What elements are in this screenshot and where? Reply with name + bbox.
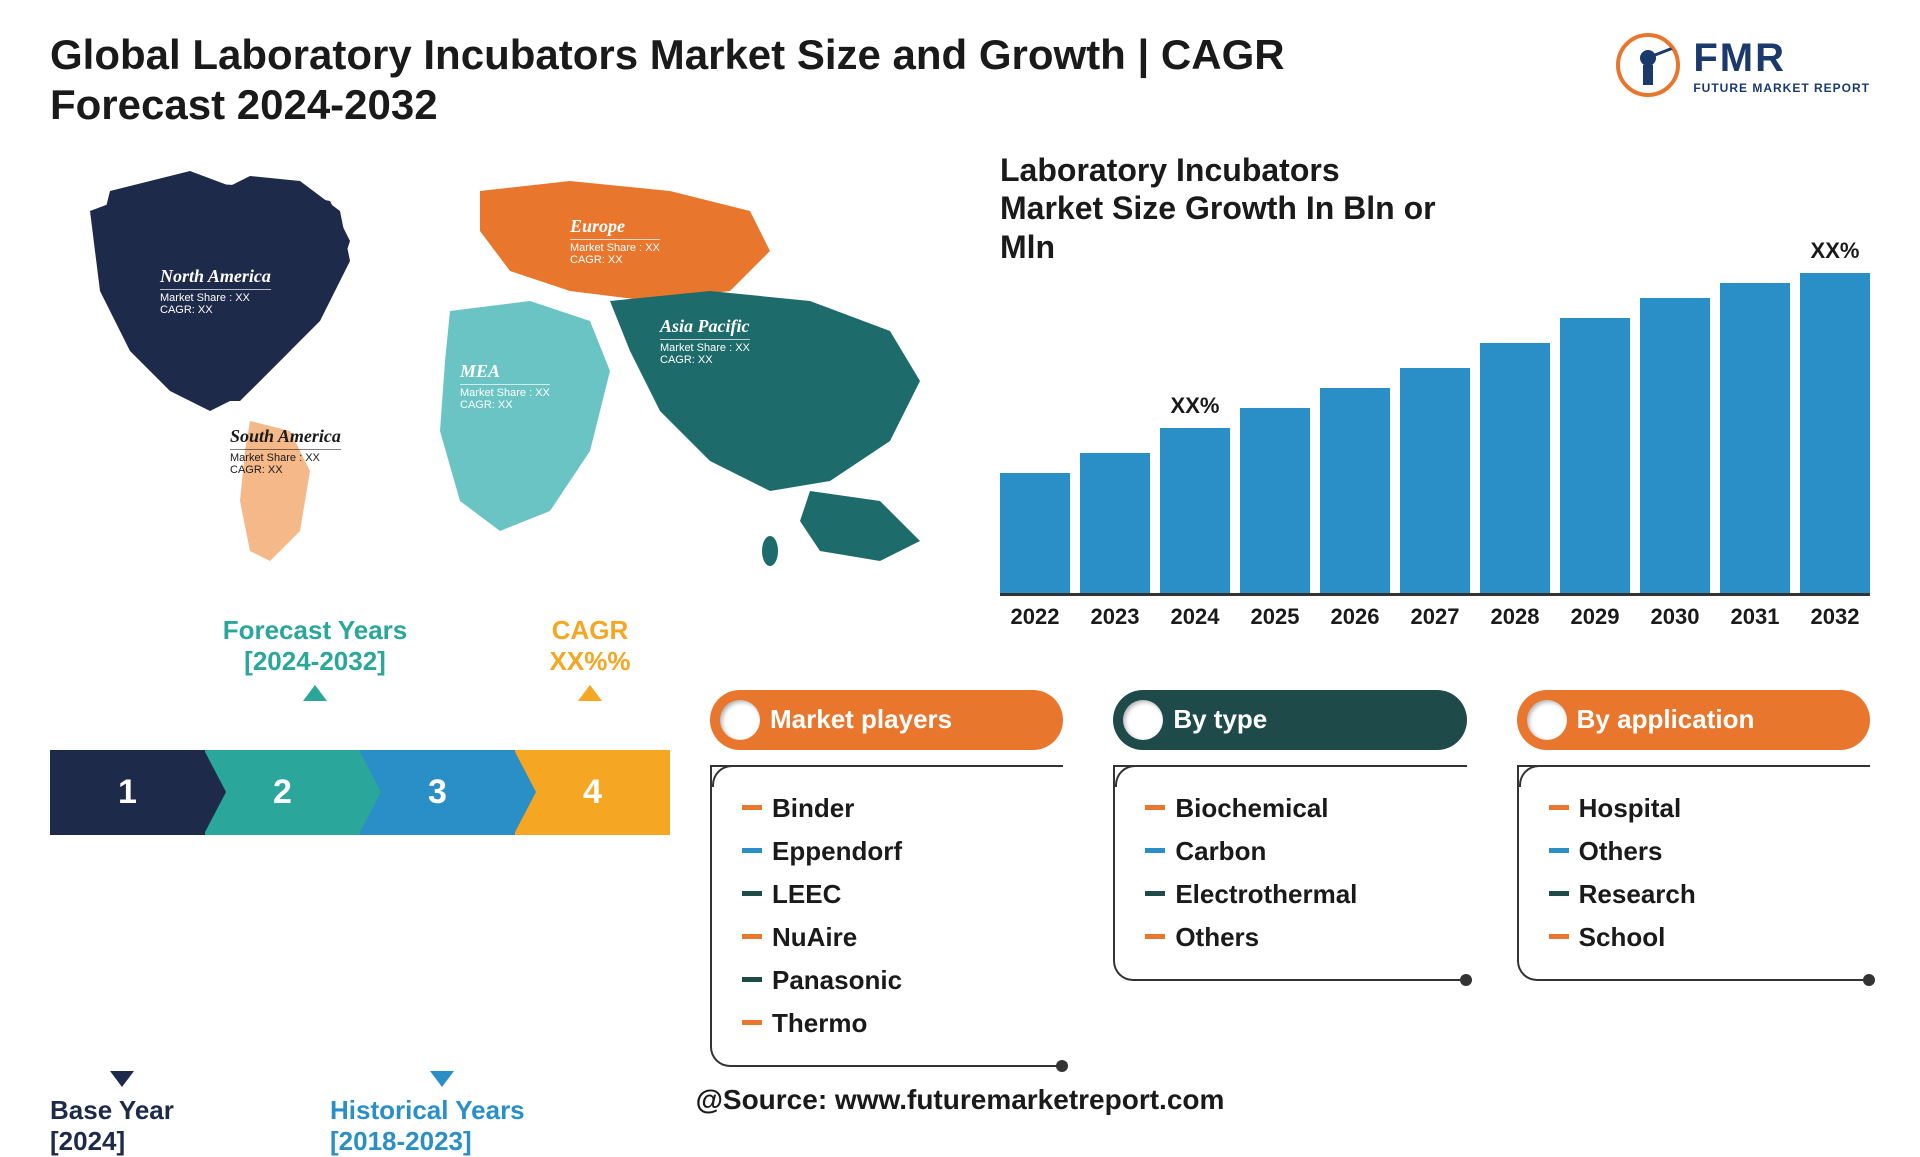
x-label: 2023	[1080, 596, 1150, 630]
tl-label-hist: Historical Years [2018-2023]	[330, 1071, 560, 1157]
map-label-mea: MEA Market Share : XXCAGR: XX	[460, 361, 550, 411]
list-item: Carbon	[1145, 830, 1456, 873]
list-item: Others	[1549, 830, 1860, 873]
map-label-eu: Europe Market Share : XXCAGR: XX	[570, 216, 660, 266]
x-label: 2024	[1160, 596, 1230, 630]
bar-annotation: XX%	[1171, 393, 1220, 419]
x-label: 2029	[1560, 596, 1630, 630]
map-label-sa: South America Market Share : XXCAGR: XX	[230, 426, 341, 476]
tl-seg-2: 2	[205, 750, 360, 835]
world-map: North America Market Share : XXCAGR: XX …	[50, 151, 970, 571]
x-label: 2022	[1000, 596, 1070, 630]
bar	[1240, 408, 1310, 593]
x-label: 2031	[1720, 596, 1790, 630]
bar	[1160, 428, 1230, 593]
bottom-row: Forecast Years [2024-2032] CAGR XX%% 1 2…	[50, 690, 1870, 1067]
bar-wrap	[1400, 368, 1470, 593]
pill-column: By application HospitalOthersResearchScho…	[1517, 690, 1870, 1067]
bar-chart-section: Laboratory Incubators Market Size Growth…	[1000, 151, 1870, 630]
x-label: 2028	[1480, 596, 1550, 630]
bar-chart: XX% XX%	[1000, 276, 1870, 596]
pill-bracket: BiochemicalCarbonElectrothermalOthers	[1113, 765, 1466, 981]
tl-seg-4: 4	[515, 750, 670, 835]
list-item: Research	[1549, 873, 1860, 916]
tl-seg-1: 1	[50, 750, 205, 835]
pill-column: By type BiochemicalCarbonElectrothermalOt…	[1113, 690, 1466, 1067]
bar-wrap	[1000, 473, 1070, 593]
logo-main: FMR	[1693, 36, 1870, 81]
map-label-ap: Asia Pacific Market Share : XXCAGR: XX	[660, 316, 750, 366]
bar	[1320, 388, 1390, 593]
list-item: School	[1549, 916, 1860, 959]
x-label: 2027	[1400, 596, 1470, 630]
main-row: North America Market Share : XXCAGR: XX …	[50, 151, 1870, 630]
timeline-bar: 1 2 3 4	[50, 750, 670, 835]
pill-header: By application	[1517, 690, 1870, 750]
bar	[1560, 318, 1630, 593]
pill-header: By type	[1113, 690, 1466, 750]
pill-bracket: BinderEppendorfLEECNuAirePanasonicThermo	[710, 765, 1063, 1067]
bar-wrap	[1560, 318, 1630, 593]
x-label: 2026	[1320, 596, 1390, 630]
bar-wrap	[1720, 283, 1790, 593]
x-axis-labels: 2022 2023 2024 2025 2026 2027 2028 2029 2030 2031…	[1000, 596, 1870, 630]
bar-wrap	[1640, 298, 1710, 593]
source-text: @Source: www.futuremarketreport.com	[696, 1084, 1225, 1116]
bar	[1800, 273, 1870, 593]
list-item: Binder	[742, 787, 1053, 830]
pill-list: BiochemicalCarbonElectrothermalOthers	[1145, 787, 1456, 959]
bar-wrap: XX%	[1160, 428, 1230, 593]
logo: FMR FUTURE MARKET REPORT	[1613, 30, 1870, 100]
list-item: Eppendorf	[742, 830, 1053, 873]
bar	[1640, 298, 1710, 593]
logo-icon	[1613, 30, 1683, 100]
bar	[1480, 343, 1550, 593]
list-item: NuAire	[742, 916, 1053, 959]
page-title: Global Laboratory Incubators Market Size…	[50, 30, 1450, 131]
header: Global Laboratory Incubators Market Size…	[50, 30, 1870, 131]
pill-column: Market players BinderEppendorfLEECNuAireP…	[710, 690, 1063, 1067]
bar-wrap	[1080, 453, 1150, 593]
x-label: 2032	[1800, 596, 1870, 630]
tl-seg-3: 3	[360, 750, 515, 835]
bar	[1400, 368, 1470, 593]
list-item: Biochemical	[1145, 787, 1456, 830]
pill-bracket: HospitalOthersResearchSchool	[1517, 765, 1870, 981]
bar	[1080, 453, 1150, 593]
tl-label-cagr: CAGR XX%%	[530, 615, 650, 701]
chart-title: Laboratory Incubators Market Size Growth…	[1000, 151, 1450, 266]
tl-label-base: Base Year [2024]	[50, 1071, 210, 1157]
bar	[1000, 473, 1070, 593]
logo-sub: FUTURE MARKET REPORT	[1693, 81, 1870, 95]
list-item: Thermo	[742, 1002, 1053, 1045]
x-label: 2030	[1640, 596, 1710, 630]
list-item: LEEC	[742, 873, 1053, 916]
bar-wrap	[1240, 408, 1310, 593]
tl-label-forecast: Forecast Years [2024-2032]	[205, 615, 425, 701]
bar-wrap	[1320, 388, 1390, 593]
list-item: Hospital	[1549, 787, 1860, 830]
list-item: Panasonic	[742, 959, 1053, 1002]
pill-list: BinderEppendorfLEECNuAirePanasonicThermo	[742, 787, 1053, 1045]
bar-annotation: XX%	[1811, 238, 1860, 264]
x-label: 2025	[1240, 596, 1310, 630]
list-item: Electrothermal	[1145, 873, 1456, 916]
timeline: Forecast Years [2024-2032] CAGR XX%% 1 2…	[50, 690, 670, 1067]
bar-wrap	[1480, 343, 1550, 593]
pill-header: Market players	[710, 690, 1063, 750]
category-columns: Market players BinderEppendorfLEECNuAireP…	[710, 690, 1870, 1067]
bar-wrap: XX%	[1800, 273, 1870, 593]
map-label-na: North America Market Share : XXCAGR: XX	[160, 266, 271, 316]
logo-text: FMR FUTURE MARKET REPORT	[1693, 36, 1870, 95]
list-item: Others	[1145, 916, 1456, 959]
bar	[1720, 283, 1790, 593]
pill-list: HospitalOthersResearchSchool	[1549, 787, 1860, 959]
